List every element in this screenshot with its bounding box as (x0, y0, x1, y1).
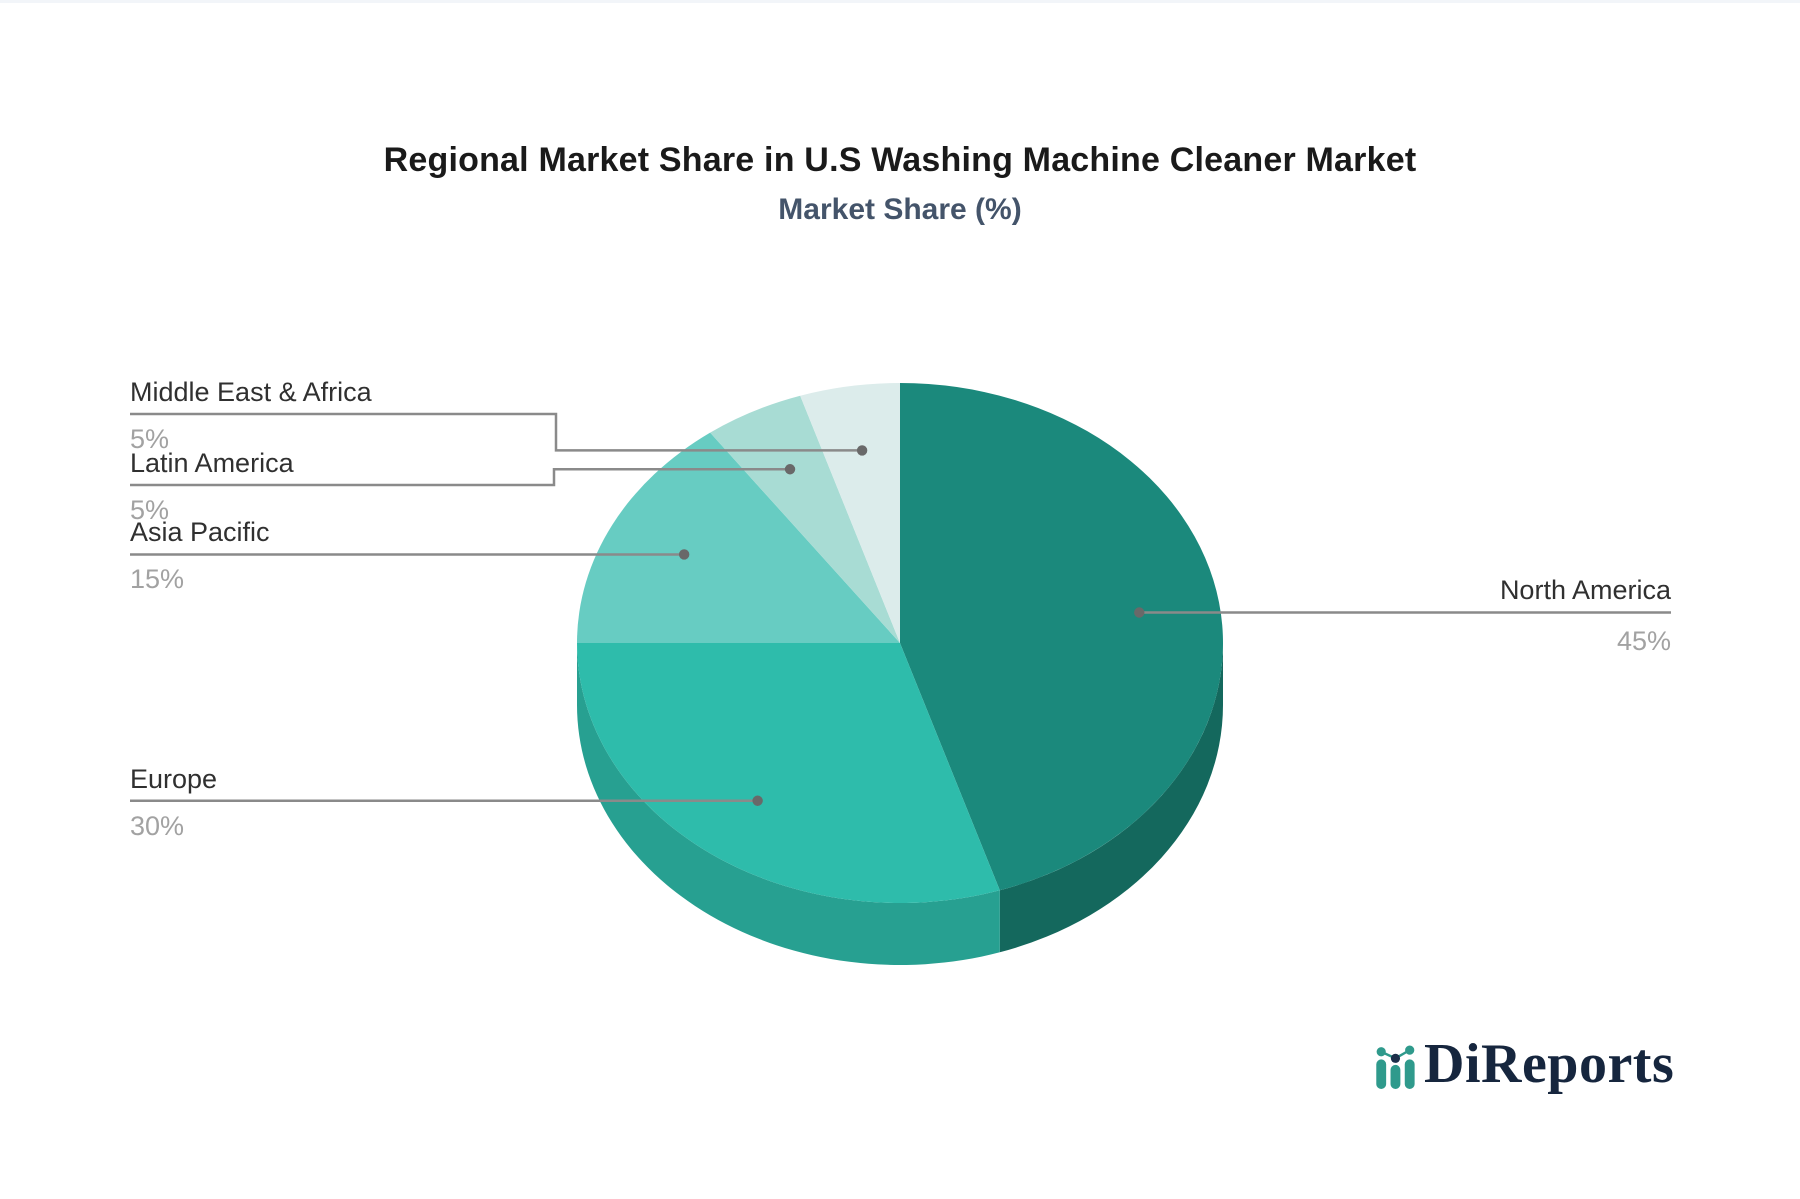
callout-dot (678, 549, 690, 560)
pie-slice-middle-east-africa[interactable] (800, 383, 900, 643)
callout-value-latin-america: 5% (130, 495, 170, 525)
direports-logo-icon (1376, 1045, 1415, 1089)
callout-dot (856, 445, 868, 456)
callout-dot (752, 795, 763, 806)
pie-chart (130, 383, 1671, 966)
direports-logo-text: DiReports (1424, 1033, 1675, 1095)
pie-slice-side-north-america (999, 643, 1223, 953)
pie-slice-side-europe (577, 643, 1000, 966)
callout-line (130, 412, 863, 452)
callout-label-middle-east-africa: Middle East & Africa (130, 377, 372, 407)
pie-slice-asia-pacific[interactable] (577, 432, 900, 643)
callout-line (130, 468, 791, 487)
callout-label-europe: Europe (130, 763, 218, 794)
callout-label-asia-pacific: Asia Pacific (130, 517, 270, 548)
chart-title: Regional Market Share in U.S Washing Mac… (383, 141, 1417, 179)
pie-slice-north-america[interactable] (900, 383, 1223, 891)
callout-value-middle-east-africa: 5% (130, 424, 170, 454)
callout-label-north-america: North America (1499, 575, 1671, 606)
pie-slice-latin-america[interactable] (710, 395, 900, 643)
callout-value-asia-pacific: 15% (130, 564, 185, 595)
callout-dot (1134, 607, 1145, 618)
callout-dot (784, 464, 796, 475)
direports-logo: DiReports (1374, 1033, 1675, 1095)
callout-value-north-america: 45% (1616, 626, 1671, 657)
pie-slice-europe[interactable] (577, 643, 1000, 903)
callout-value-europe: 30% (130, 810, 185, 841)
chart-subtitle: Market Share (%) (778, 193, 1022, 226)
callout-label-latin-america: Latin America (130, 448, 294, 478)
